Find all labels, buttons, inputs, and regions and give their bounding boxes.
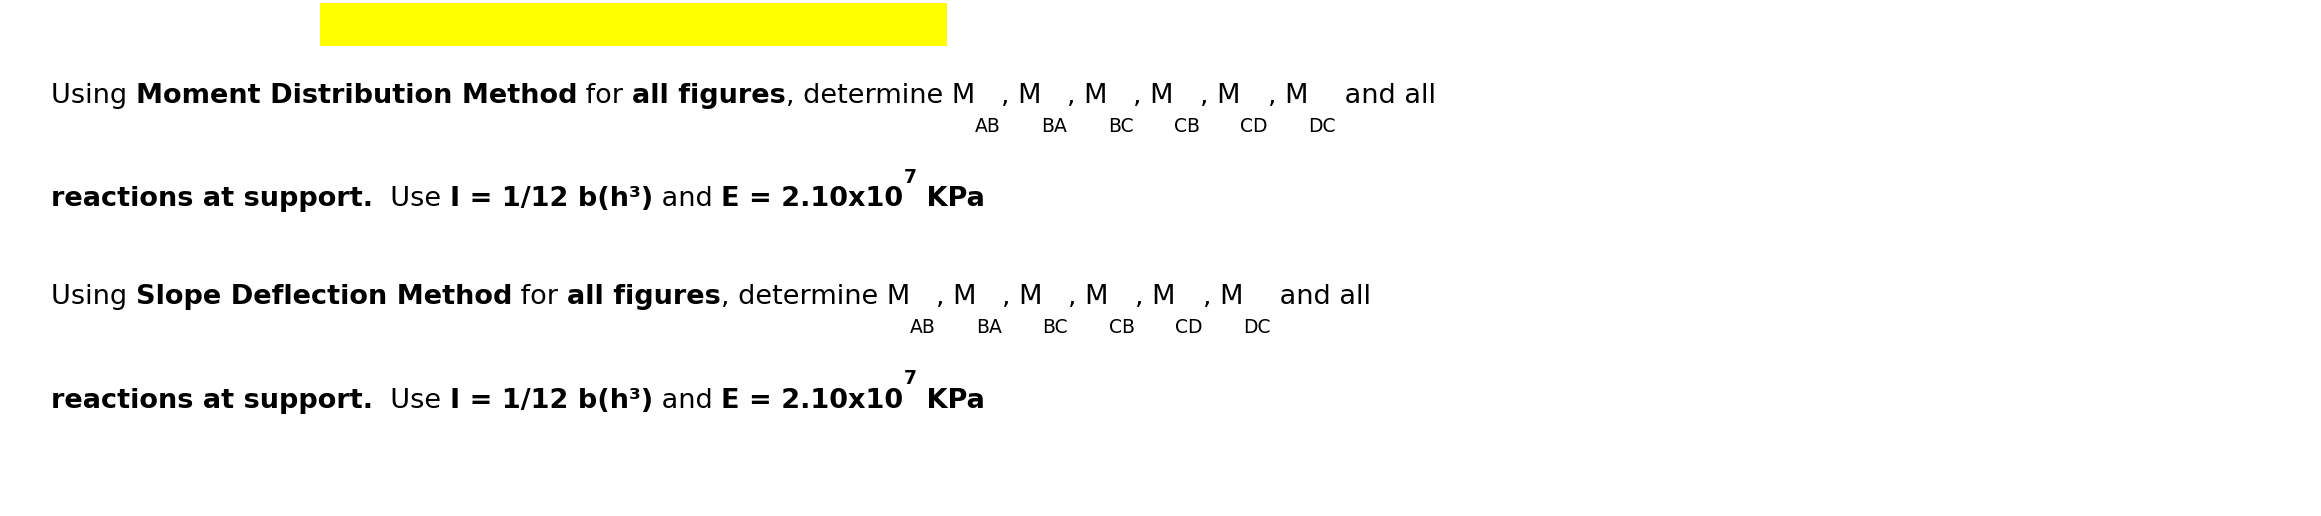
Text: reactions at support.: reactions at support. — [51, 388, 374, 414]
Text: KPa: KPa — [917, 388, 984, 414]
Text: CB: CB — [1174, 117, 1200, 136]
Text: , M: , M — [1003, 284, 1042, 311]
Text: and all: and all — [1337, 83, 1437, 109]
Text: DC: DC — [1309, 117, 1337, 136]
Text: I = 1/12 b(h³): I = 1/12 b(h³) — [450, 388, 652, 414]
Text: AB: AB — [975, 117, 1000, 136]
Text: , M: , M — [1133, 83, 1174, 109]
Text: Slope Deflection Method: Slope Deflection Method — [137, 284, 513, 311]
Text: BA: BA — [1042, 117, 1068, 136]
Text: , M: , M — [1135, 284, 1174, 311]
Text: BC: BC — [1107, 117, 1133, 136]
Text: reactions at support.: reactions at support. — [51, 186, 374, 213]
Text: , M: , M — [935, 284, 977, 311]
Text: DC: DC — [1244, 318, 1270, 337]
Text: , M: , M — [1068, 83, 1107, 109]
Text: Using: Using — [51, 83, 137, 109]
Text: CD: CD — [1174, 318, 1202, 337]
Text: Use: Use — [374, 186, 450, 213]
Text: , M: , M — [1202, 284, 1244, 311]
Text: CB: CB — [1109, 318, 1135, 337]
Text: 7: 7 — [903, 168, 917, 187]
Text: and: and — [652, 388, 722, 414]
Text: for: for — [578, 83, 631, 109]
Text: , M: , M — [1068, 284, 1109, 311]
Text: BA: BA — [977, 318, 1003, 337]
Text: CD: CD — [1239, 117, 1267, 136]
Text: , M: , M — [1267, 83, 1309, 109]
Text: and all: and all — [1270, 284, 1372, 311]
Text: KPa: KPa — [917, 186, 984, 213]
Text: , M: , M — [1000, 83, 1042, 109]
Text: 7: 7 — [903, 369, 917, 389]
Text: and: and — [652, 186, 722, 213]
Text: for: for — [513, 284, 566, 311]
Text: E = 2.10x10: E = 2.10x10 — [722, 186, 903, 213]
Text: BC: BC — [1042, 318, 1068, 337]
Text: , M: , M — [1200, 83, 1239, 109]
Text: I = 1/12 b(h³): I = 1/12 b(h³) — [450, 186, 652, 213]
Text: Using: Using — [51, 284, 137, 311]
Text: Moment Distribution Method: Moment Distribution Method — [137, 83, 578, 109]
Text: Use: Use — [374, 388, 450, 414]
Text: all figures: all figures — [631, 83, 787, 109]
Text: E = 2.10x10: E = 2.10x10 — [722, 388, 903, 414]
Text: all figures: all figures — [566, 284, 720, 311]
Text: AB: AB — [910, 318, 935, 337]
Text: , determine M: , determine M — [720, 284, 910, 311]
Text: , determine M: , determine M — [787, 83, 975, 109]
